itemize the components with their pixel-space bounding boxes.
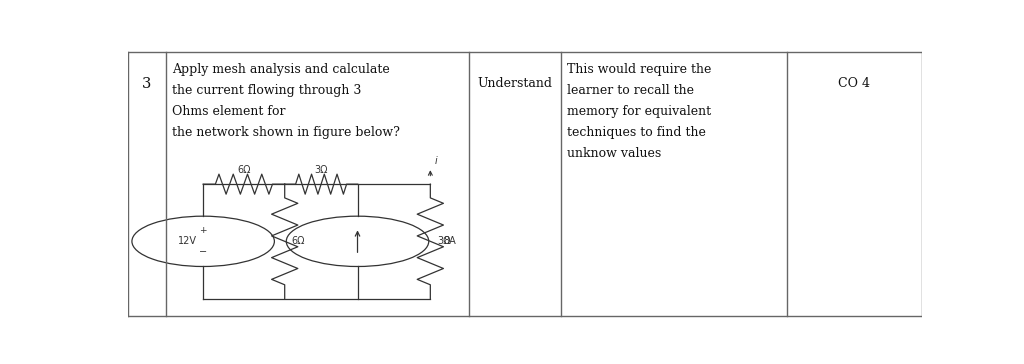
Text: 3Ω: 3Ω xyxy=(437,236,451,246)
Text: This would require the: This would require the xyxy=(567,63,712,76)
Text: Apply mesh analysis and calculate: Apply mesh analysis and calculate xyxy=(172,63,390,76)
Text: +: + xyxy=(200,226,207,235)
Text: −: − xyxy=(199,247,207,257)
Text: 8A: 8A xyxy=(443,236,456,246)
Text: unknow values: unknow values xyxy=(567,147,662,161)
Text: 3: 3 xyxy=(142,77,152,91)
Text: memory for equivalent: memory for equivalent xyxy=(567,105,711,118)
Text: Ohms element for: Ohms element for xyxy=(172,105,286,118)
Text: CO 4: CO 4 xyxy=(838,77,870,90)
Text: 6Ω: 6Ω xyxy=(292,236,305,246)
Text: 12V: 12V xyxy=(178,236,197,246)
Text: i: i xyxy=(434,156,437,166)
Text: 6Ω: 6Ω xyxy=(238,165,251,175)
Text: 3Ω: 3Ω xyxy=(314,165,328,175)
Text: Understand: Understand xyxy=(477,77,552,90)
Text: the network shown in figure below?: the network shown in figure below? xyxy=(172,126,400,139)
Text: learner to recall the: learner to recall the xyxy=(567,84,694,97)
Text: techniques to find the: techniques to find the xyxy=(567,126,706,139)
Text: the current flowing through 3: the current flowing through 3 xyxy=(172,84,361,97)
